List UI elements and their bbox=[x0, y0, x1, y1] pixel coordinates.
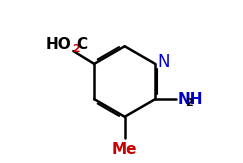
Text: N: N bbox=[157, 53, 170, 71]
Text: NH: NH bbox=[178, 92, 203, 107]
Text: 2: 2 bbox=[185, 98, 193, 108]
Text: Me: Me bbox=[112, 142, 138, 157]
Text: C: C bbox=[76, 37, 87, 52]
Text: 2: 2 bbox=[73, 44, 80, 54]
Text: HO: HO bbox=[46, 37, 72, 52]
